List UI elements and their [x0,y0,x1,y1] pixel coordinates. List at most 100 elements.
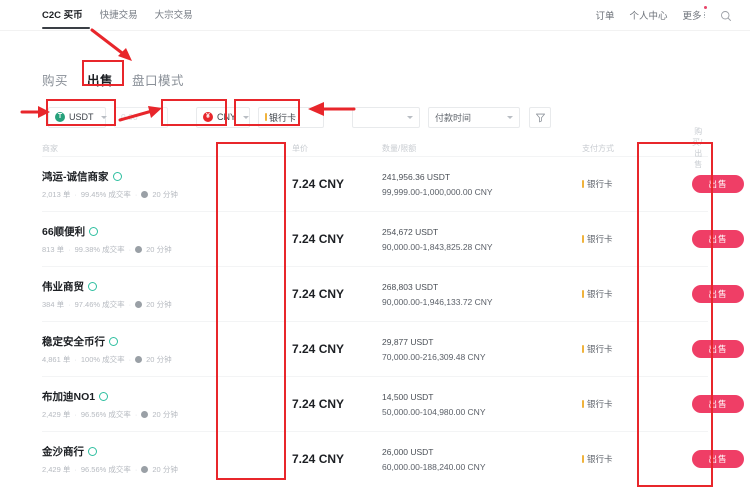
fiat-select-cny[interactable]: ¥ CNY [196,106,250,128]
sell-button[interactable]: 出售 [692,395,744,413]
bank-card-icon [582,235,584,243]
sell-button[interactable]: 出售 [692,340,744,358]
sell-button[interactable]: 出售 [692,175,744,193]
bank-card-icon [582,290,584,298]
payment-time-dropdown[interactable]: 付款时间 [428,106,520,128]
header-price: 单价 [292,143,308,153]
payment-cell: 银行卡 [582,453,692,465]
payment-method-label: 银行卡 [587,454,613,464]
merchant-order-count: 2,013 单 [42,189,71,199]
header-merchant: 商家 [42,143,58,153]
merchant-name: 鸿运-诚信商家 [42,170,109,183]
merchant-name: 金沙商行 [42,445,84,458]
crypto-select-usdt[interactable]: T USDT [48,106,107,128]
table-row[interactable]: 鸿运-诚信商家 2,013 单 · 99.45% 成交率 · 20 分钟 7.24 … [42,156,744,211]
merchant-release-time: 20 分钟 [152,464,178,474]
quantity-cell: 14,500 USDT 50,000.00-104,980.00 CNY [382,392,582,417]
quantity-cell: 268,803 USDT 90,000.00-1,946,133.72 CNY [382,282,582,307]
table-row[interactable]: 66顺便利 813 单 · 99.38% 成交率 · 20 分钟 7.24 CNY … [42,211,744,266]
action-cell: 出售 [692,175,750,193]
merchant-completion-rate: 100% 成交率 [80,354,125,364]
sell-button[interactable]: 出售 [692,230,744,248]
more-dots-icon [703,11,705,19]
mode-tabs: 购买 出售 盘口模式 [0,62,750,96]
merchant-name-wrap[interactable]: 布加迪NO1 [42,389,292,404]
nav-item-more[interactable]: 更多 [682,6,707,22]
table-row[interactable]: 布加迪NO1 2,429 单 · 96.56% 成交率 · 20 分钟 7.24 C… [42,376,744,431]
nav-item-orders[interactable]: 订单 [595,11,615,22]
limit-range: 60,000.00-188,240.00 CNY [382,461,486,472]
price-cell: 7.24 CNY [292,232,345,246]
bank-card-icon [582,345,584,353]
nav-item-more-label: 更多 [682,11,702,22]
price-cell: 7.24 CNY [292,177,345,191]
merchant-cell: 稳定安全币行 4,861 单 · 100% 成交率 · 20 分钟 [42,334,292,365]
payment-cell: 银行卡 [582,398,692,410]
merchant-name-wrap[interactable]: 金沙商行 [42,444,292,459]
quantity-cell: 29,877 USDT 70,000.00-216,309.48 CNY [382,337,582,362]
merchant-completion-rate: 96.56% 成交率 [80,409,131,419]
nav-item-personal-center[interactable]: 个人中心 [629,11,668,22]
merchant-completion-rate: 97.46% 成交率 [74,299,125,309]
payment-cell: 银行卡 [582,343,692,355]
table-row[interactable]: 伟业商贸 384 单 · 97.46% 成交率 · 20 分钟 7.24 CNY 2… [42,266,744,321]
header-action: 购买/出售 [692,127,703,169]
tab-buy[interactable]: 购买 [42,73,69,88]
merchant-name-wrap[interactable]: 稳定安全币行 [42,334,292,349]
nav-item-quick-trade[interactable]: 快捷交易 [99,10,138,21]
funnel-filter-icon [535,113,545,122]
available-amount: 254,672 USDT [382,226,439,237]
price-cell: 7.24 CNY [292,342,345,356]
clock-icon [135,355,143,363]
top-nav-right-group: 订单 个人中心 更多 [595,6,732,22]
merchant-name-wrap[interactable]: 伟业商贸 [42,279,292,294]
payment-method-label: 银行卡 [587,234,613,244]
clock-icon [141,410,149,418]
quantity-cell: 26,000 USDT 60,000.00-188,240.00 CNY [382,447,582,472]
clock-icon [141,190,149,198]
crypto-select-label: USDT [69,112,94,122]
table-row[interactable]: 金沙商行 2,429 单 · 96.56% 成交率 · 20 分钟 7.24 CNY… [42,431,744,486]
sell-button[interactable]: 出售 [692,450,744,468]
fiat-select-label: CNY [217,112,237,122]
verified-badge-icon [88,281,97,291]
search-icon[interactable] [720,9,732,21]
table-row[interactable]: 稳定安全币行 4,861 单 · 100% 成交率 · 20 分钟 7.24 CNY… [42,321,744,376]
advanced-filter-button[interactable] [529,106,551,128]
tab-sell[interactable]: 出售 [87,73,114,88]
available-amount: 14,500 USDT [382,391,434,402]
table-header-row: 商家 单价 数量/限额 支付方式 购买/出售 [42,127,708,169]
merchant-order-count: 2,429 单 [42,464,71,474]
payment-time-dropdown-label: 付款时间 [435,112,472,123]
price-cell: 7.24 CNY [292,452,345,466]
merchant-name-wrap[interactable]: 66顺便利 [42,224,292,239]
merchant-meta: 2,429 单 · 96.56% 成交率 · 20 分钟 [42,409,178,419]
nav-item-c2c-buy[interactable]: C2C 买币 [42,10,83,21]
payment-method-filter[interactable]: 银行卡 [258,106,324,128]
merchant-name: 66顺便利 [42,225,86,238]
usdt-coin-icon: T [55,112,65,122]
merchant-completion-rate: 99.45% 成交率 [80,189,131,199]
verified-badge-icon [109,336,118,346]
payment-method-label: 银行卡 [587,179,613,189]
available-amount: 26,000 USDT [382,446,434,457]
nav-item-block-trade[interactable]: 大宗交易 [154,10,193,21]
top-nav-left-group: C2C 买币 快捷交易 大宗交易 [42,7,193,23]
limit-range: 90,000.00-1,946,133.72 CNY [382,296,493,307]
merchant-meta: 4,861 单 · 100% 成交率 · 20 分钟 [42,354,172,364]
price-cell: 7.24 CNY [292,397,345,411]
action-cell: 出售 [692,340,750,358]
sell-button[interactable]: 出售 [692,285,744,303]
tab-orderbook-mode[interactable]: 盘口模式 [132,73,185,88]
top-navigation-bar: C2C 买币 快捷交易 大宗交易 订单 个人中心 更多 [0,0,750,31]
action-cell: 出售 [692,450,750,468]
amount-input[interactable]: 0.00 [114,106,168,128]
limit-range: 70,000.00-216,309.48 CNY [382,351,486,362]
merchant-name-wrap[interactable]: 鸿运-诚信商家 [42,169,292,184]
merchant-order-count: 2,429 单 [42,409,71,419]
cny-currency-icon: ¥ [203,112,213,122]
bank-card-icon [582,400,584,408]
extra-filter-dropdown[interactable] [352,106,420,128]
limit-range: 90,000.00-1,843,825.28 CNY [382,241,493,252]
bank-card-icon [582,455,584,463]
